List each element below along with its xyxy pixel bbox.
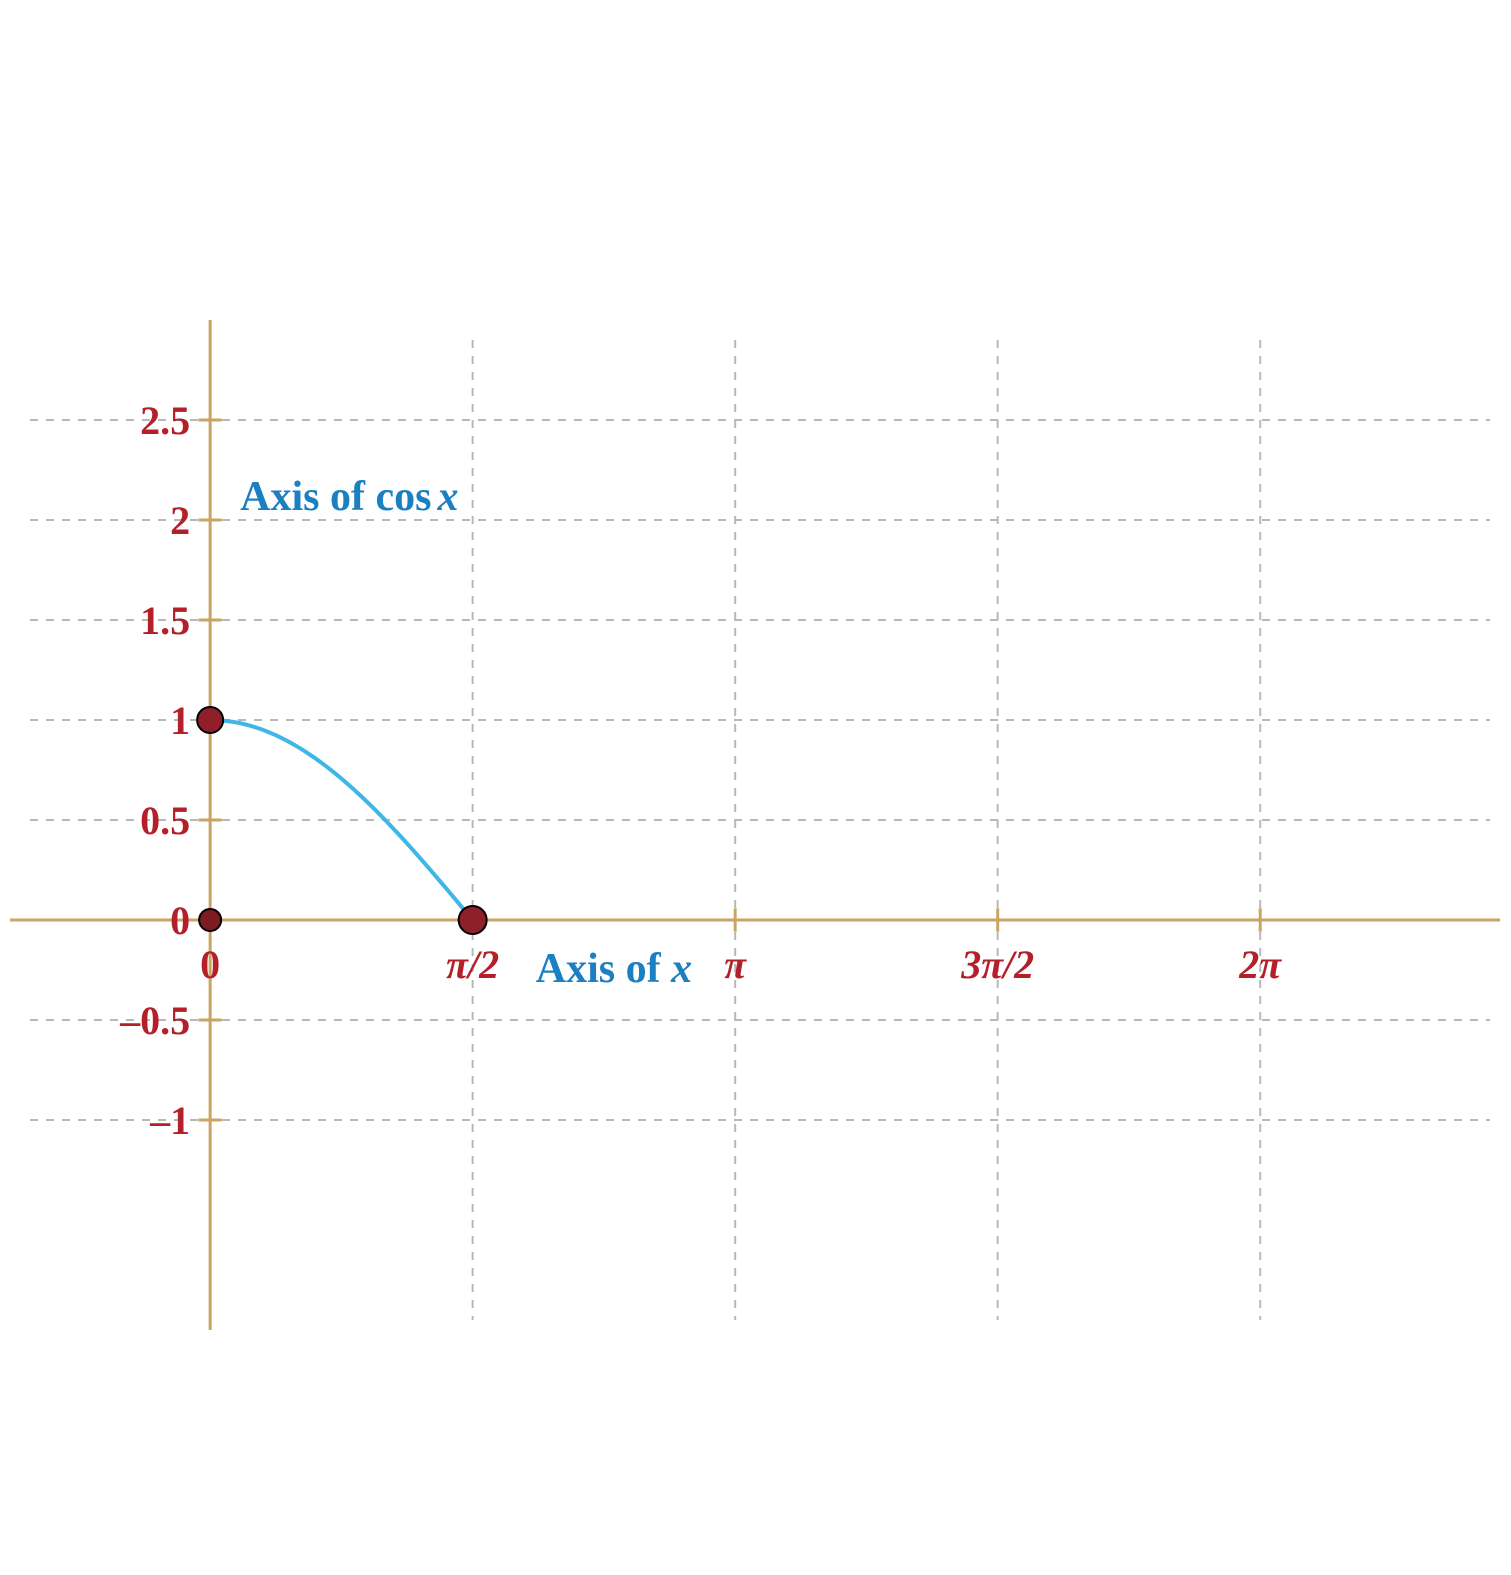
y-tick-label: 0	[170, 898, 190, 943]
cosine-chart: –1–0.500.511.522.50π/2π3π/22πAxis of cos…	[0, 0, 1511, 1575]
data-point	[199, 909, 221, 931]
x-tick-label: π/2	[446, 942, 499, 987]
data-point	[459, 906, 487, 934]
y-tick-label: 1.5	[140, 598, 190, 643]
x-tick-label: π	[724, 942, 747, 987]
x-tick-label: 3π/2	[960, 942, 1034, 987]
y-tick-label: –1	[149, 1098, 190, 1143]
y-axis-label: Axis of cosx	[240, 474, 458, 520]
data-point	[197, 707, 223, 733]
y-tick-label: 2.5	[140, 398, 190, 443]
y-tick-label: –0.5	[119, 998, 190, 1043]
x-tick-label: 0	[200, 942, 220, 987]
x-axis-label: Axis of x	[536, 946, 692, 992]
y-tick-label: 2	[170, 498, 190, 543]
y-tick-label: 0.5	[140, 798, 190, 843]
y-tick-label: 1	[170, 698, 190, 743]
x-tick-label: 2π	[1238, 942, 1282, 987]
chart-bg	[0, 0, 1511, 1575]
